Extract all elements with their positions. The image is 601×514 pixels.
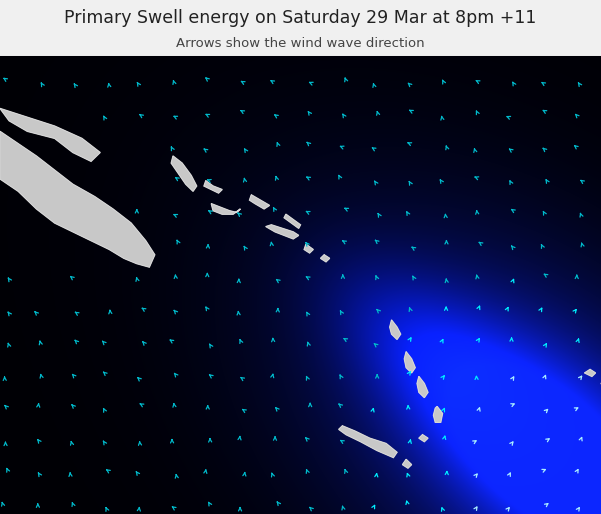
- Polygon shape: [171, 156, 197, 191]
- Polygon shape: [212, 204, 240, 214]
- Polygon shape: [320, 255, 329, 262]
- Polygon shape: [266, 225, 299, 239]
- Polygon shape: [433, 407, 442, 423]
- Polygon shape: [284, 214, 300, 228]
- Polygon shape: [304, 244, 313, 253]
- Polygon shape: [585, 370, 596, 376]
- Polygon shape: [0, 108, 100, 161]
- Polygon shape: [204, 181, 222, 193]
- Polygon shape: [389, 320, 401, 339]
- Polygon shape: [404, 352, 415, 373]
- Text: Primary Swell energy on Saturday 29 Mar at 8pm +11: Primary Swell energy on Saturday 29 Mar …: [64, 9, 537, 27]
- Polygon shape: [419, 435, 428, 442]
- Polygon shape: [417, 376, 428, 398]
- Polygon shape: [403, 460, 412, 468]
- Text: Arrows show the wind wave direction: Arrows show the wind wave direction: [176, 37, 425, 50]
- Polygon shape: [339, 426, 397, 457]
- Polygon shape: [249, 195, 269, 209]
- Polygon shape: [0, 132, 155, 267]
